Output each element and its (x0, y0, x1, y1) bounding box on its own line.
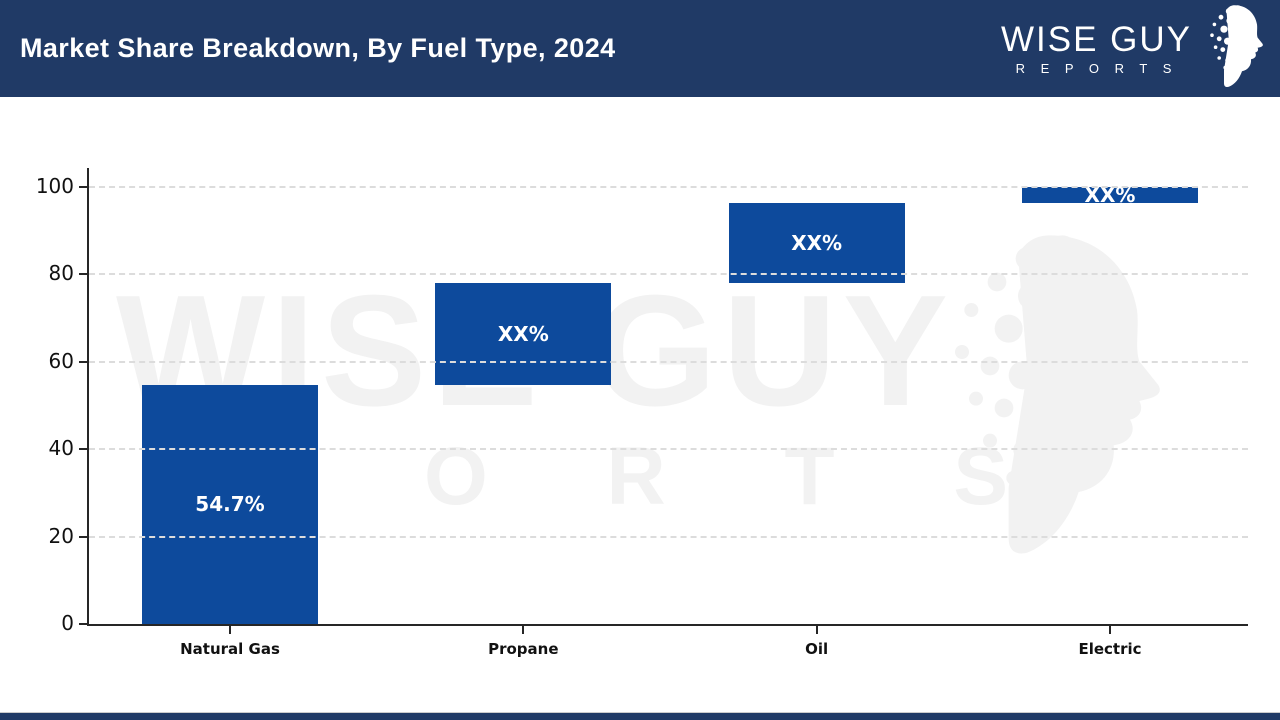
xtick-mark-electric (1108, 626, 1111, 634)
bar-value-label-propane: XX% (497, 321, 549, 346)
bar-natural-gas: 54.7% (142, 384, 318, 624)
bar-value-label-natural-gas: 54.7% (195, 492, 265, 517)
xtick-label-oil: Oil (805, 640, 829, 658)
gridline-80 (89, 273, 1248, 275)
bar-value-label-oil: XX% (791, 230, 843, 255)
bar-electric: XX% (1021, 183, 1198, 207)
gridline-100 (89, 185, 1248, 188)
bar-propane: XX% (435, 282, 612, 385)
ytick-mark-60 (79, 360, 88, 363)
gridline-60 (89, 360, 1248, 363)
watermark-head-graphic (892, 224, 1172, 568)
gridline-40 (89, 448, 1248, 450)
xtick-label-electric: Electric (1078, 640, 1142, 658)
ytick-label-40: 40 (48, 436, 74, 460)
footer-bar (0, 713, 1280, 720)
header-bar: Market Share Breakdown, By Fuel Type, 20… (0, 0, 1280, 97)
logo-wordmark: WISE GUY (1000, 19, 1192, 59)
ytick-label-20: 20 (48, 523, 74, 548)
ytick-label-0: 0 (61, 611, 74, 635)
wise-guy-logo: WISE GUY R E P O R T S (1001, 3, 1266, 94)
page-title: Market Share Breakdown, By Fuel Type, 20… (20, 33, 616, 63)
xtick-label-propane: Propane (488, 640, 559, 658)
x-axis-line (87, 624, 1248, 626)
gridline-20 (89, 535, 1248, 538)
ytick-mark-20 (79, 535, 88, 538)
y-axis-line (87, 168, 89, 626)
xtick-label-natural-gas: Natural Gas (180, 640, 280, 658)
ytick-mark-40 (79, 448, 88, 450)
footer-hairline (0, 712, 1280, 713)
xtick-mark-natural-gas (229, 626, 231, 634)
xtick-mark-propane (522, 626, 525, 634)
ytick-mark-80 (79, 273, 88, 275)
ytick-mark-0 (79, 623, 88, 625)
ytick-label-100: 100 (35, 173, 74, 198)
bar-oil: XX% (728, 203, 905, 283)
logo-subtitle: R E P O R T S (1015, 60, 1178, 76)
logo-head-icon (1194, 3, 1266, 94)
xtick-mark-oil (815, 626, 818, 634)
ytick-label-80: 80 (48, 261, 74, 285)
ytick-mark-100 (79, 185, 88, 188)
logo-text: WISE GUY R E P O R T S (1001, 22, 1192, 76)
ytick-label-60: 60 (48, 348, 74, 373)
